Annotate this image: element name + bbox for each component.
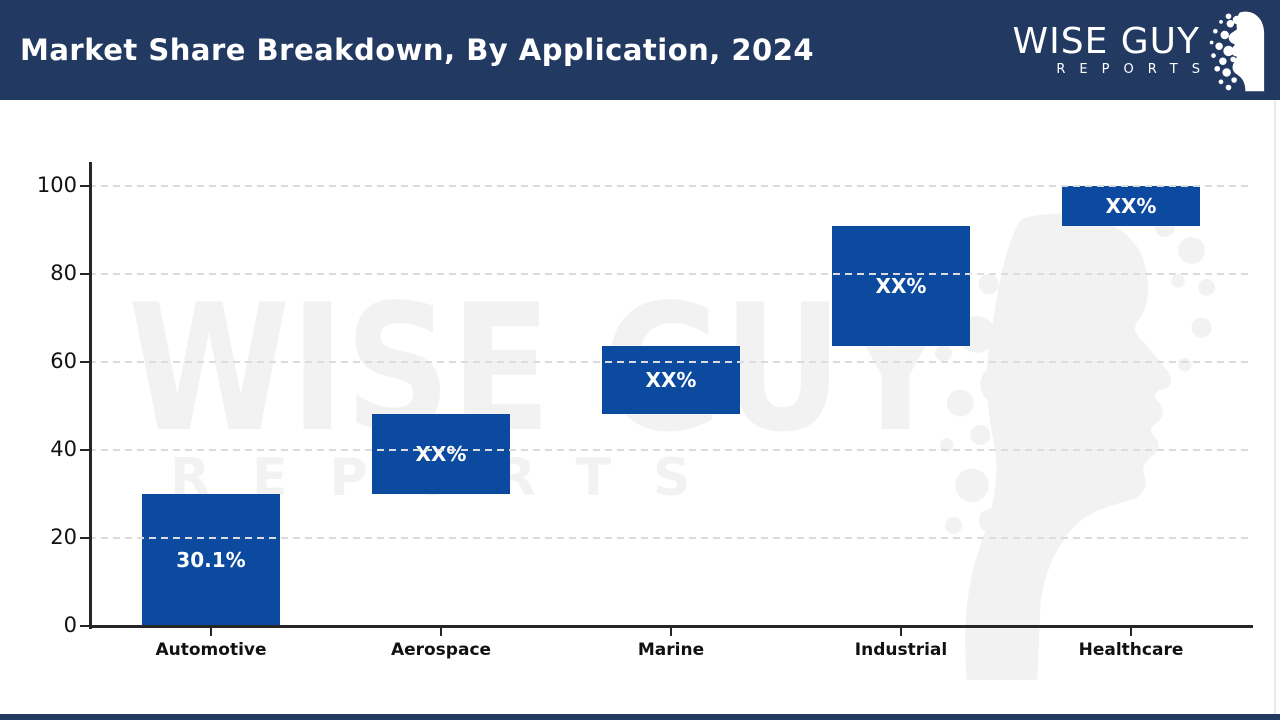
x-axis-label-marine: Marine — [637, 640, 705, 660]
gridline-100 — [89, 185, 1253, 187]
gridline-20 — [89, 537, 1253, 539]
bar-value-label-healthcare: XX% — [1105, 194, 1157, 219]
bar-value-label-aerospace: XX% — [415, 441, 467, 466]
x-axis-label-healthcare: Healthcare — [1078, 640, 1184, 660]
y-axis-label-40: 40 — [50, 437, 77, 461]
x-axis-label-industrial: Industrial — [854, 640, 948, 660]
y-axis-label-20: 20 — [50, 525, 77, 549]
bar-value-label-automotive: 30.1% — [176, 547, 246, 572]
plot-right-border — [1274, 100, 1276, 714]
footer-bar — [0, 714, 1280, 720]
x-axis-tick-aerospace — [440, 628, 442, 636]
gridline-80 — [89, 273, 1253, 275]
bar-value-label-industrial: XX% — [875, 274, 927, 299]
y-axis-tick-60 — [80, 361, 89, 363]
bar-aerospace: XX% — [372, 414, 510, 494]
watermark-face-icon — [935, 213, 1215, 680]
y-axis-tick-80 — [80, 273, 89, 275]
y-axis-label-80: 80 — [50, 261, 77, 285]
x-axis-tick-marine — [670, 628, 672, 636]
x-axis-label-automotive: Automotive — [155, 640, 267, 660]
x-axis-tick-industrial — [900, 628, 902, 636]
x-axis-label-aerospace: Aerospace — [390, 640, 492, 660]
watermark-text-wiseguy: WISE GUY — [128, 268, 949, 471]
wise-guy-reports-logo: WISE GUY REPORTS — [1013, 6, 1267, 94]
x-axis-line — [89, 625, 1253, 628]
y-axis-tick-100 — [80, 185, 89, 187]
bar-value-label-marine: XX% — [645, 368, 697, 393]
bar-automotive: 30.1% — [142, 493, 280, 626]
y-axis-tick-40 — [80, 449, 89, 451]
bar-marine: XX% — [602, 346, 740, 415]
y-axis-label-100: 100 — [36, 173, 77, 197]
y-axis-line — [89, 162, 92, 629]
logo-reports-label: REPORTS — [1056, 62, 1214, 78]
x-axis-tick-automotive — [210, 628, 212, 636]
y-axis-label-60: 60 — [50, 349, 77, 373]
y-axis-tick-20 — [80, 537, 89, 539]
bar-industrial: XX% — [832, 226, 970, 347]
gridline-40 — [89, 449, 1253, 451]
x-axis-tick-healthcare — [1130, 628, 1132, 636]
y-axis-label-0: 0 — [63, 613, 77, 637]
chart-title: Market Share Breakdown, By Application, … — [20, 33, 815, 67]
logo-text: WISE GUY REPORTS — [1012, 20, 1201, 77]
header-bar: Market Share Breakdown, By Application, … — [0, 0, 1280, 100]
y-axis-tick-0 — [80, 625, 89, 627]
bar-healthcare: XX% — [1062, 186, 1200, 227]
gridline-60 — [89, 361, 1253, 363]
logo-wiseguy-label: WISE GUY — [1012, 20, 1200, 62]
logo-face-icon — [1209, 11, 1265, 92]
